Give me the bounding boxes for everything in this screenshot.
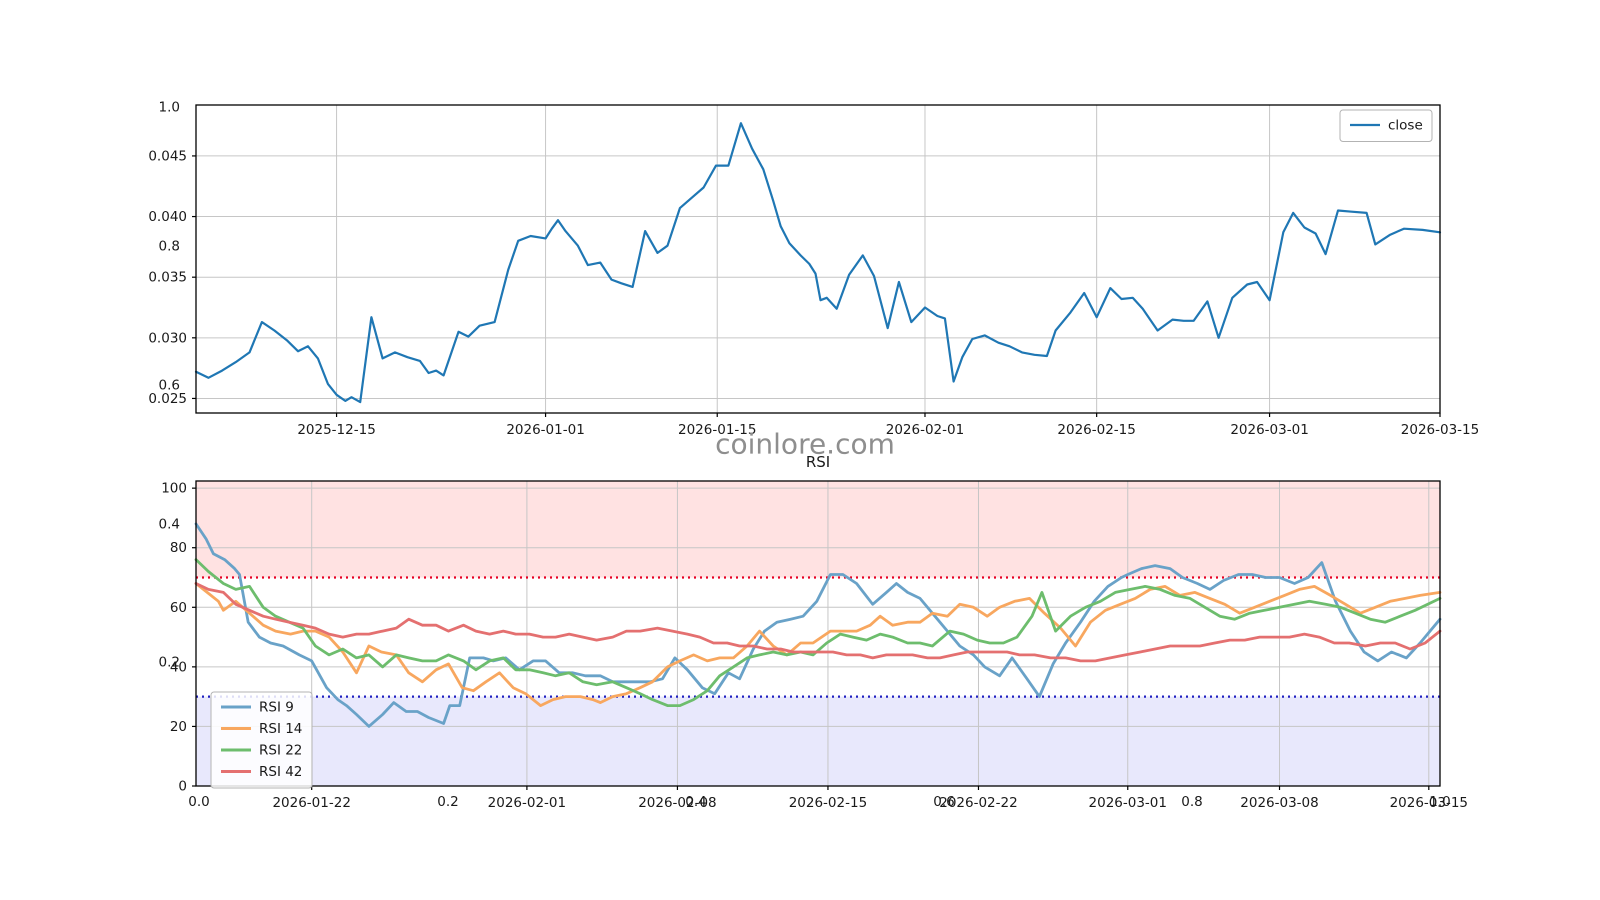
price-x-tick-label: 2026-01-01 — [506, 422, 584, 438]
rsi-axis-labels: 2026-01-22 2026-02-01 2026-02-08 2026-02-15… — [161, 481, 1468, 811]
price-y-tick-label: 0.040 — [148, 209, 187, 225]
series-rsi-22 — [194, 558, 1442, 707]
price-x-tick-label: 2026-02-01 — [886, 422, 964, 438]
rsi-x-tick-label: 2026-03-15 — [1390, 795, 1468, 811]
price-x-tick-label: 2025-12-15 — [297, 422, 375, 438]
rsi-y-tick-label: 40 — [170, 659, 187, 675]
overlay-x-label: 0.8 — [1181, 794, 1202, 810]
price-legend-box — [1339, 109, 1433, 142]
rsi-chart-title: RSI — [805, 453, 831, 471]
rsi-band-overbought — [196, 481, 1440, 578]
price-x-tick-label: 2026-02-15 — [1057, 422, 1135, 438]
price-grid — [196, 105, 1441, 413]
rsi-band-oversold — [196, 696, 1440, 786]
rsi-x-tick-label: 2026-02-15 — [789, 795, 867, 811]
price-y-tick-label: 0.030 — [148, 330, 187, 346]
price-y-tick-label: 0.025 — [148, 391, 187, 407]
overlay-y-label: 0.4 — [159, 517, 180, 533]
rsi-legend-box — [210, 691, 313, 789]
overlay-x-label: 0.4 — [685, 794, 706, 810]
rsi-y-tick-label: 80 — [170, 540, 187, 556]
overlay-x-label: 0.6 — [933, 794, 954, 810]
price-x-tick-label: 2026-03-15 — [1401, 422, 1479, 438]
rsi-plot-border — [195, 480, 1441, 787]
rsi-x-tick-label: 2026-02-22 — [939, 795, 1017, 811]
rsi-legend: RSI 9 RSI 14 RSI 22 RSI 42 — [210, 691, 313, 789]
legend-label-rsi-22: RSI 22 — [259, 743, 302, 759]
rsi-x-tick-label: 2026-02-08 — [638, 795, 716, 811]
rsi-y-tick-label: 60 — [170, 600, 187, 616]
rsi-x-tick-label: 2026-01-22 — [272, 795, 350, 811]
legend-label-rsi-9: RSI 9 — [259, 700, 294, 716]
price-y-tick-label: 0.035 — [148, 270, 187, 286]
series-rsi-14 — [194, 582, 1442, 707]
overlay-x-label: 0.0 — [188, 794, 209, 810]
price-axis-labels: 2025-12-15 2026-01-01 2026-01-15 2026-02-01… — [148, 148, 1479, 438]
watermark: coinlore.com — [715, 427, 895, 461]
legend-label-close: close — [1388, 118, 1423, 134]
price-chart: 2025-12-15 2026-01-01 2026-01-15 2026-02-01… — [148, 104, 1479, 438]
legend-label-rsi-42: RSI 42 — [259, 764, 302, 780]
overlay-y-label: 1.0 — [159, 100, 180, 116]
rsi-y-tick-label: 100 — [161, 481, 187, 497]
series-rsi-9 — [194, 522, 1442, 728]
series-rsi-42 — [194, 582, 1442, 663]
overlay-x-label: 1.0 — [1429, 794, 1450, 810]
rsi-y-tick-label: 0 — [178, 779, 187, 795]
rsi-y-tick-label: 20 — [170, 719, 187, 735]
price-x-tick-label: 2026-01-15 — [678, 422, 756, 438]
price-x-tick-label: 2026-03-01 — [1230, 422, 1308, 438]
price-y-tick-label: 0.045 — [148, 148, 187, 164]
price-plot-border — [195, 104, 1441, 414]
price-legend: close — [1339, 109, 1433, 142]
rsi-chart: 2026-01-22 2026-02-01 2026-02-08 2026-02-15… — [161, 480, 1468, 811]
overlay-y-label: 0.8 — [159, 239, 180, 255]
overlay-fraction-axis: 0.0 0.2 0.4 0.6 0.8 1.0 1.0 0.8 0.6 0.4 0.2 — [159, 100, 1451, 811]
rsi-x-tick-label: 2026-03-08 — [1240, 795, 1318, 811]
overlay-y-label: 0.2 — [159, 655, 180, 671]
legend-label-rsi-14: RSI 14 — [259, 721, 302, 737]
series-close — [194, 122, 1442, 404]
overlay-x-label: 0.2 — [437, 794, 458, 810]
rsi-x-tick-label: 2026-03-01 — [1089, 795, 1167, 811]
overlay-y-label: 0.6 — [159, 378, 180, 394]
rsi-x-tick-label: 2026-02-01 — [488, 795, 566, 811]
